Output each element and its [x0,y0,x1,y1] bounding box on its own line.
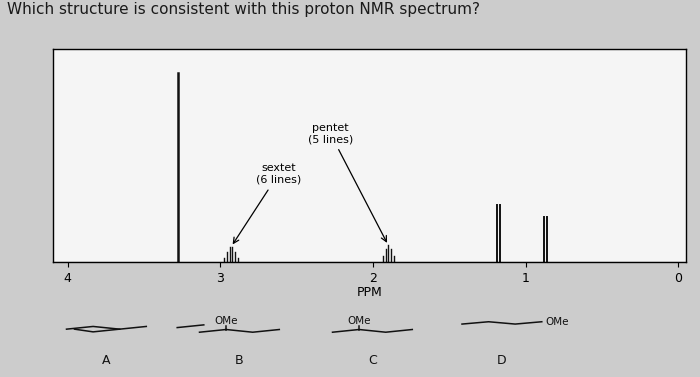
Text: OMe: OMe [347,316,371,326]
Text: sextet
(6 lines): sextet (6 lines) [233,163,301,243]
Text: Which structure is consistent with this proton NMR spectrum?: Which structure is consistent with this … [7,2,480,17]
Text: C: C [368,354,377,367]
Text: B: B [235,354,244,367]
Text: OMe: OMe [545,317,569,327]
Text: OMe: OMe [214,316,238,326]
Text: pentet
(5 lines): pentet (5 lines) [308,123,386,242]
X-axis label: PPM: PPM [356,286,382,299]
Text: D: D [497,354,507,367]
Text: A: A [102,354,111,367]
